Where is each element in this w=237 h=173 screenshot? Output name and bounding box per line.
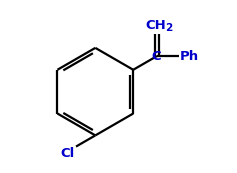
Text: C: C	[151, 50, 161, 63]
Text: Cl: Cl	[60, 147, 74, 160]
Text: 2: 2	[165, 23, 173, 33]
Text: Ph: Ph	[180, 49, 199, 62]
Text: CH: CH	[146, 19, 167, 32]
